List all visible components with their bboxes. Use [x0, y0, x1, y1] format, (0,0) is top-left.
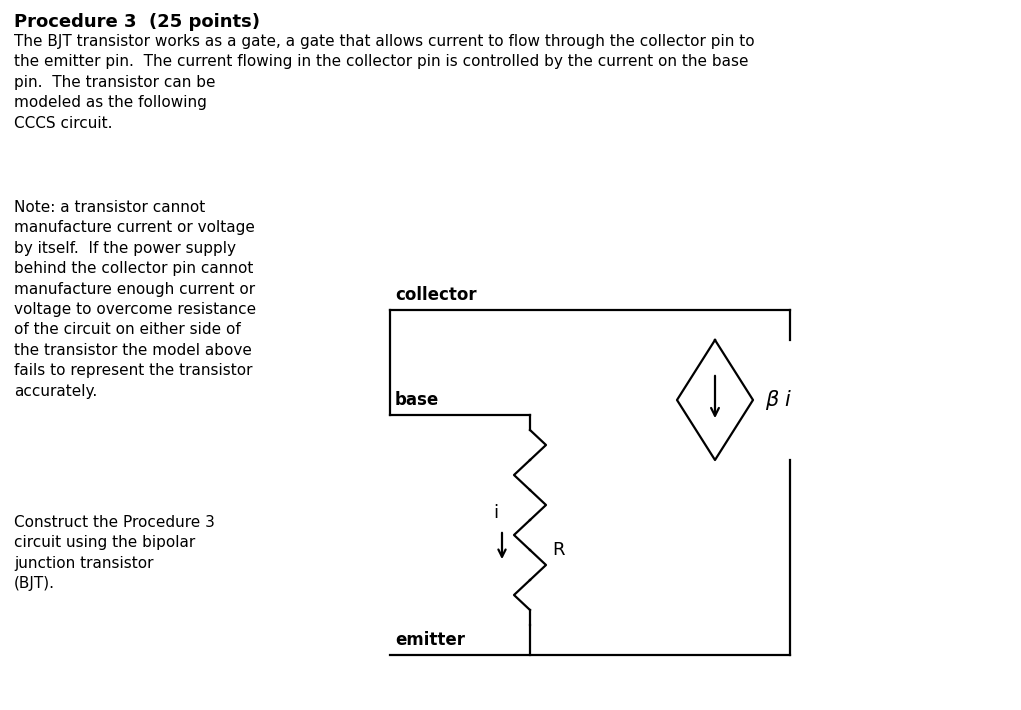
Text: collector: collector	[395, 286, 477, 304]
Text: R: R	[552, 541, 565, 559]
Text: Construct the Procedure 3
circuit using the bipolar
junction transistor
(BJT).: Construct the Procedure 3 circuit using …	[14, 515, 214, 591]
Text: The BJT transistor works as a gate, a gate that allows current to flow through t: The BJT transistor works as a gate, a ga…	[14, 34, 755, 131]
Text: Note: a transistor cannot
manufacture current or voltage
by itself.  If the powe: Note: a transistor cannot manufacture cu…	[14, 200, 256, 398]
Text: β i: β i	[765, 390, 790, 410]
Text: i: i	[493, 504, 498, 522]
Text: base: base	[395, 391, 439, 409]
Text: emitter: emitter	[395, 631, 465, 649]
Text: Procedure 3  (25 points): Procedure 3 (25 points)	[14, 13, 260, 31]
